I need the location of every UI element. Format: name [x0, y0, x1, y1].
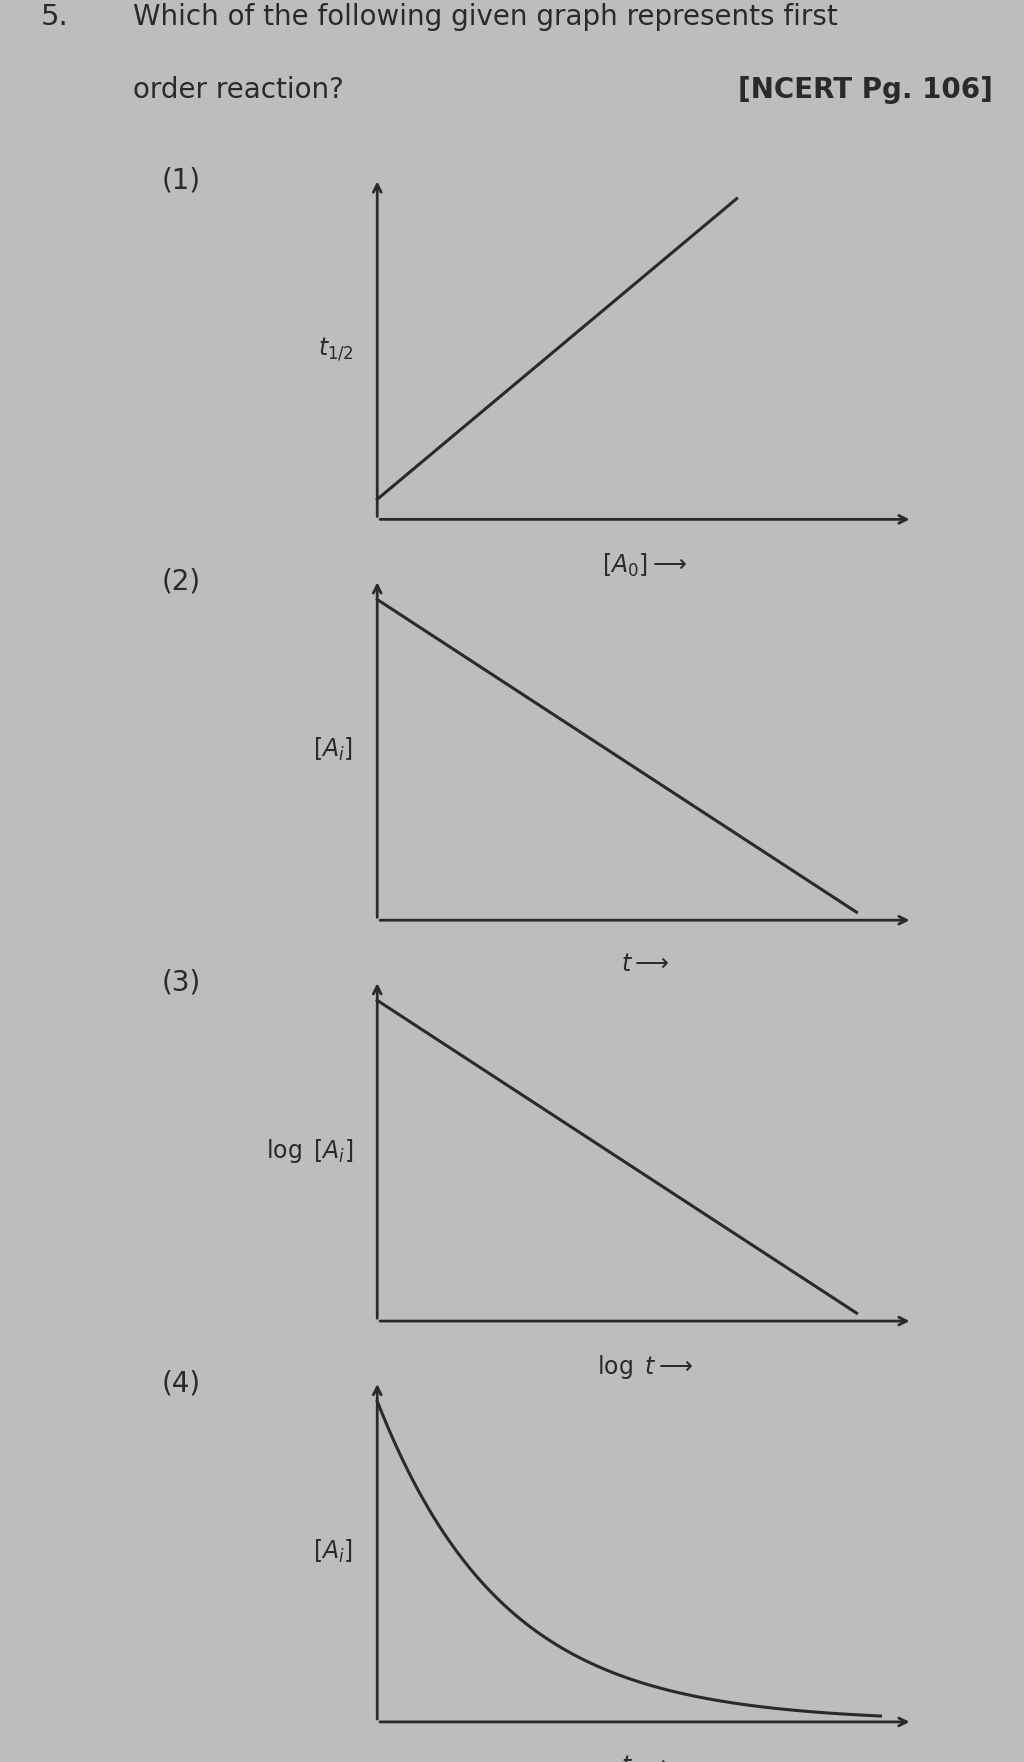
Text: [NCERT Pg. 106]: [NCERT Pg. 106] — [738, 76, 993, 104]
Text: $[A_i]$: $[A_i]$ — [313, 737, 353, 763]
Text: $[A_i]$: $[A_i]$ — [313, 1538, 353, 1565]
Text: $\log\ [A_i]$: $\log\ [A_i]$ — [266, 1136, 353, 1165]
Text: order reaction?: order reaction? — [133, 76, 344, 104]
Text: Which of the following given graph represents first: Which of the following given graph repre… — [133, 4, 838, 32]
Text: $t_{1/2}$: $t_{1/2}$ — [317, 335, 353, 363]
Text: (4): (4) — [162, 1369, 201, 1397]
Text: (3): (3) — [162, 969, 201, 996]
Text: $[A_0] \longrightarrow$: $[A_0] \longrightarrow$ — [602, 552, 687, 578]
Text: 5.: 5. — [41, 4, 69, 32]
Text: (2): (2) — [162, 567, 201, 596]
Text: $t \longrightarrow$: $t \longrightarrow$ — [621, 1753, 669, 1762]
Text: $t \longrightarrow$: $t \longrightarrow$ — [621, 951, 669, 976]
Text: $\log\ t \longrightarrow$: $\log\ t \longrightarrow$ — [597, 1353, 693, 1381]
Text: (1): (1) — [162, 167, 201, 194]
